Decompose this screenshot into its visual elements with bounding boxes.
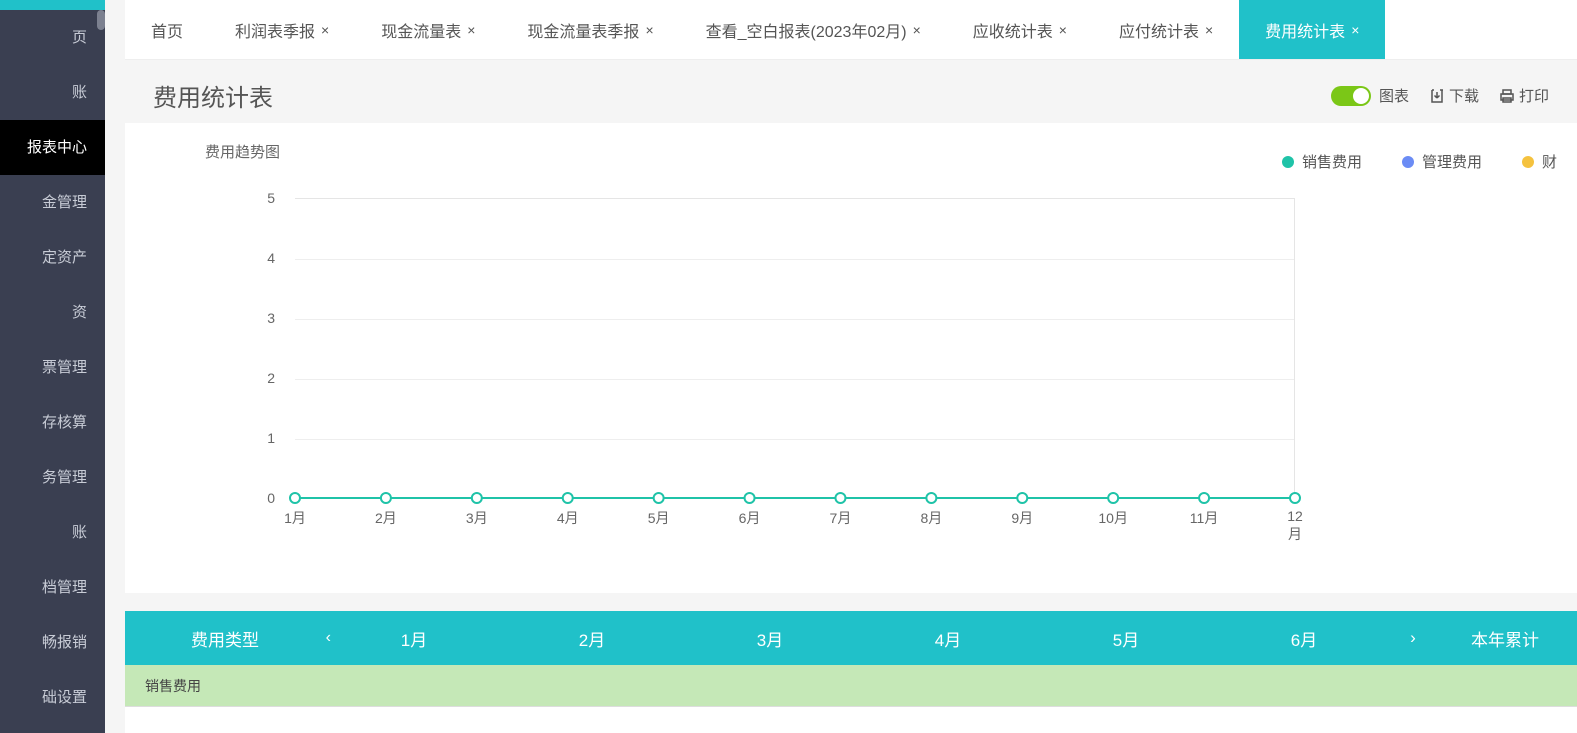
tab-label: 利润表季报 [235,18,315,42]
download-label: 下载 [1449,85,1479,106]
x-label: 8月 [920,508,942,528]
chart-title: 费用趋势图 [205,141,280,162]
legend-label: 管理费用 [1422,151,1482,172]
th-type: 费用类型‹ [125,626,325,651]
x-label: 3月 [466,508,488,528]
th-month-4: 4月 [859,626,1037,651]
x-label: 9月 [1011,508,1033,528]
chart-toggle[interactable]: 图表 [1331,85,1409,106]
y-tick: 5 [267,190,275,206]
table-header: 费用类型‹1月2月3月4月5月6月›本年累计 [125,611,1577,665]
sidebar: 页账报表中心金管理定资产资票管理存核算务管理账档管理畅报销础设置 [0,10,105,733]
tab-0[interactable]: 首页 [125,0,209,59]
y-tick: 0 [267,490,275,506]
topbar-accent [0,0,105,10]
download-button[interactable]: 下载 [1429,85,1479,106]
close-icon[interactable]: × [1059,22,1067,38]
tab-5[interactable]: 应收统计表 × [947,0,1093,59]
sidebar-item-6[interactable]: 票管理 [0,340,105,395]
x-label: 5月 [648,508,670,528]
sidebar-item-8[interactable]: 务管理 [0,450,105,505]
print-button[interactable]: 打印 [1499,85,1549,106]
table-section: 费用类型‹1月2月3月4月5月6月›本年累计 销售费用 [125,593,1577,707]
month-prev-icon[interactable]: ‹ [326,629,331,647]
sidebar-item-11[interactable]: 畅报销 [0,615,105,670]
download-icon [1429,88,1445,104]
y-tick: 3 [267,310,275,326]
sidebar-item-3[interactable]: 金管理 [0,175,105,230]
sidebar-item-10[interactable]: 档管理 [0,560,105,615]
x-label: 4月 [557,508,579,528]
chart-line [295,198,1295,508]
close-icon[interactable]: × [321,22,329,38]
sidebar-item-2[interactable]: 报表中心 [0,120,105,175]
x-label: 11月 [1190,508,1219,528]
legend-dot [1282,156,1294,168]
tab-label: 现金流量表季报 [527,18,639,42]
tab-label: 查看_空白报表(2023年02月) [706,18,907,42]
main-area: 首页 利润表季报 × 现金流量表 × 现金流量表季报 × 查看_空白报表(2023年02月) ×… [125,0,1577,733]
page-title: 费用统计表 [153,78,273,113]
sidebar-item-1[interactable]: 账 [0,65,105,120]
sidebar-scrollbar[interactable] [97,10,105,30]
sidebar-item-12[interactable]: 础设置 [0,670,105,725]
legend-item-0[interactable]: 销售费用 [1282,151,1362,172]
tab-label: 应收统计表 [973,18,1053,42]
sidebar-item-0[interactable]: 页 [0,10,105,65]
tab-label: 首页 [151,18,183,42]
th-month-3: 3月 [681,626,859,651]
sidebar-item-9[interactable]: 账 [0,505,105,560]
toggle-switch[interactable] [1331,86,1371,106]
tab-label: 费用统计表 [1265,18,1345,42]
y-tick: 2 [267,370,275,386]
x-label: 2月 [375,508,397,528]
print-icon [1499,88,1515,104]
tab-6[interactable]: 应付统计表 × [1093,0,1239,59]
tab-label: 现金流量表 [381,18,461,42]
table-row[interactable]: 销售费用 [125,665,1577,707]
x-label: 7月 [830,508,852,528]
th-month-2: 2月 [503,626,681,651]
th-total: 本年累计 [1433,626,1577,651]
close-icon[interactable]: × [645,22,653,38]
chart-legend: 销售费用 管理费用 财 [1282,151,1557,172]
y-tick: 1 [267,430,275,446]
print-label: 打印 [1519,85,1549,106]
td-type: 销售费用 [125,676,325,696]
close-icon[interactable]: × [913,22,921,38]
x-label: 12月 [1287,508,1303,544]
legend-label: 销售费用 [1302,151,1362,172]
sidebar-item-7[interactable]: 存核算 [0,395,105,450]
tab-4[interactable]: 查看_空白报表(2023年02月) × [680,0,947,59]
legend-item-1[interactable]: 管理费用 [1402,151,1482,172]
legend-dot [1522,156,1534,168]
tab-label: 应付统计表 [1119,18,1199,42]
tab-1[interactable]: 利润表季报 × [209,0,355,59]
th-month-5: 5月 [1037,626,1215,651]
tab-bar: 首页 利润表季报 × 现金流量表 × 现金流量表季报 × 查看_空白报表(2023年02月) ×… [125,0,1577,60]
tab-7[interactable]: 费用统计表 × [1239,0,1385,59]
x-label: 10月 [1098,508,1128,528]
legend-dot [1402,156,1414,168]
legend-item-2[interactable]: 财 [1522,151,1557,172]
toggle-label: 图表 [1379,85,1409,106]
y-tick: 4 [267,250,275,266]
month-next[interactable]: › [1393,628,1433,648]
x-label: 6月 [739,508,761,528]
page-header: 费用统计表 图表 下载 打印 [125,60,1577,123]
tab-2[interactable]: 现金流量表 × [355,0,501,59]
sidebar-item-5[interactable]: 资 [0,285,105,340]
th-month-6: 6月 [1215,626,1393,651]
chart-area: 012345 1月2月3月4月5月6月7月8月9月10月11月12月 [295,198,1295,558]
sidebar-item-4[interactable]: 定资产 [0,230,105,285]
close-icon[interactable]: × [1205,22,1213,38]
x-label: 1月 [284,508,306,528]
th-month-1: 1月 [325,626,503,651]
tab-3[interactable]: 现金流量表季报 × [501,0,679,59]
close-icon[interactable]: × [1351,22,1359,38]
legend-label: 财 [1542,151,1557,172]
chart-panel: 费用趋势图 销售费用 管理费用 财 0 1 2 3 4 5 1月 2月 3月 4月 5月 6月 7月 8月 9… [125,123,1577,593]
close-icon[interactable]: × [467,22,475,38]
